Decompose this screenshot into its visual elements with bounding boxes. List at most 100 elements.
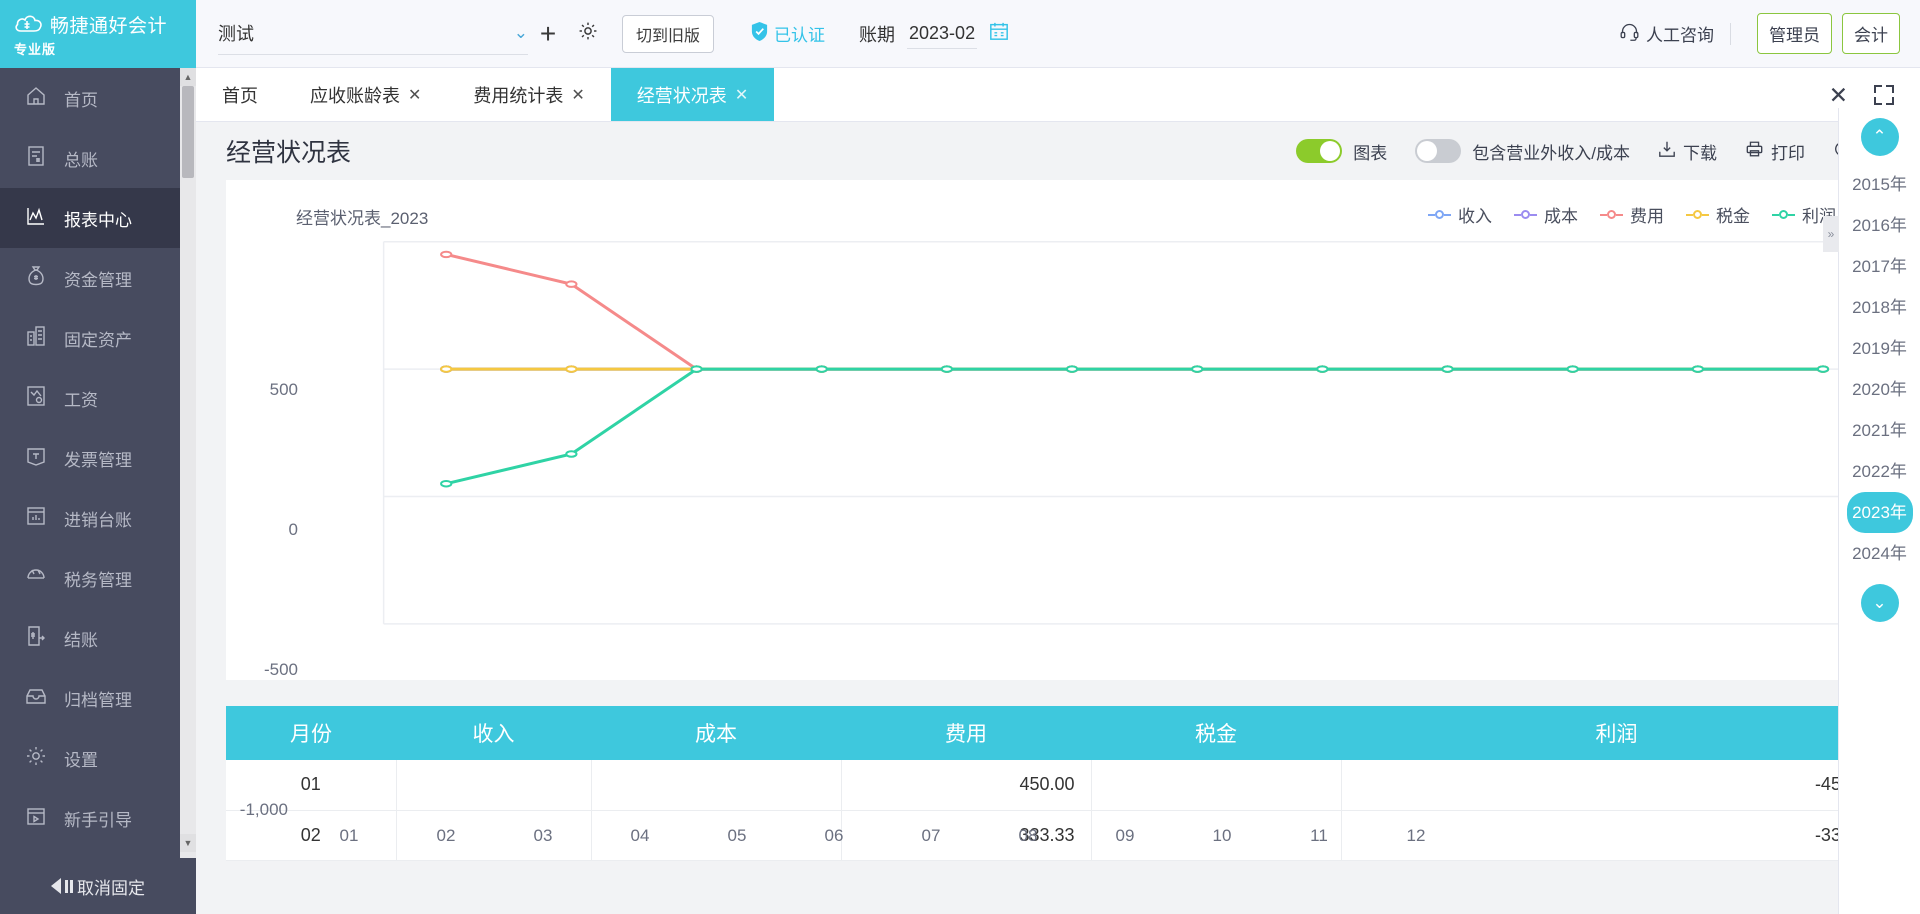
table-row[interactable]: 02 333.33 -333.33 (226, 810, 1892, 861)
table-row[interactable]: 01 450.00 -450.00 (226, 760, 1892, 811)
settings-button[interactable] (568, 14, 608, 54)
verified-status[interactable]: 已认证 (750, 21, 825, 47)
tab-receivable-aging[interactable]: 应收账龄表 ✕ (284, 68, 447, 121)
chart-svg (226, 228, 1892, 680)
pin-bars-icon (65, 879, 73, 893)
chevron-up-double-icon[interactable]: ⌃ (1860, 118, 1899, 156)
year-item[interactable]: 2024年 (1852, 544, 1907, 563)
legend-item-expense[interactable]: 费用 (1600, 202, 1664, 227)
x-tick-label: 12 (1406, 826, 1426, 845)
chart-toggle[interactable] (1296, 139, 1343, 163)
collapse-right-icon[interactable]: » (1823, 216, 1839, 252)
sidebar-item-archive[interactable]: 归档管理 (0, 668, 196, 728)
gear-icon (577, 20, 599, 47)
sidebar-item-label: 进销台账 (64, 510, 132, 530)
scroll-down-icon[interactable]: ▼ (180, 834, 196, 852)
download-button[interactable]: 下载 (1658, 139, 1717, 164)
tab-expense-statistics[interactable]: 费用统计表 ✕ (447, 68, 610, 121)
legend-item-tax[interactable]: 税金 (1686, 202, 1750, 227)
year-item[interactable]: 2017年 (1852, 257, 1907, 276)
chart-title: 经营状况表_2023 (296, 209, 429, 228)
chevron-down-double-icon[interactable]: ⌄ (1860, 584, 1899, 622)
switch-old-version-button[interactable]: 切到旧版 (622, 14, 715, 53)
tab-bar: 首页 应收账龄表 ✕ 费用统计表 ✕ 经营状况表 ✕ ✕ (196, 68, 1920, 122)
legend-marker-icon (1428, 210, 1451, 219)
year-item[interactable]: 2018年 (1852, 298, 1907, 317)
role-accountant-button[interactable]: 会计 (1842, 13, 1900, 54)
cloud-logo-icon (14, 11, 44, 37)
year-item[interactable]: 2016年 (1852, 216, 1907, 235)
period-selector[interactable]: 账期 2023-02 (859, 19, 1009, 49)
chevron-down-icon[interactable]: ⌄ (513, 23, 528, 42)
chart-report-icon (24, 204, 48, 233)
cell-expense: 450.00 (841, 760, 1092, 811)
calendar-icon[interactable] (989, 21, 1009, 46)
chart-toggle-group[interactable]: 图表 (1296, 139, 1387, 164)
headset-icon (1619, 21, 1640, 47)
print-button[interactable]: 打印 (1745, 139, 1805, 164)
scrollbar-thumb[interactable] (182, 86, 194, 178)
tab-close-icon[interactable]: ✕ (408, 86, 422, 104)
period-value[interactable]: 2023-02 (907, 19, 978, 49)
sidebar-item-label: 发票管理 (64, 450, 132, 470)
sidebar-item-invoice[interactable]: 发票管理 (0, 428, 196, 488)
collapse-arrow-icon (51, 878, 61, 894)
sidebar-item-label: 税务管理 (64, 570, 132, 590)
close-icon[interactable]: ✕ (1828, 81, 1848, 108)
top-bar: 测试 ⌄ + 切到旧版 已认证 账期 2023-02 人工咨询 (196, 0, 1920, 68)
legend-item-income[interactable]: 收入 (1428, 202, 1492, 227)
sidebar-item-fixed-assets[interactable]: 固定资产 (0, 308, 196, 368)
year-item[interactable]: 2015年 (1852, 175, 1907, 194)
fullscreen-icon[interactable] (1874, 85, 1894, 105)
sidebar-item-stock-ledger[interactable]: 进销台账 (0, 488, 196, 548)
sidebar-item-ledger[interactable]: 总账 (0, 128, 196, 188)
nonoperating-toggle-group[interactable]: 包含营业外收入/成本 (1415, 139, 1630, 164)
year-item-selected[interactable]: 2023年 (1846, 492, 1913, 533)
y-tick-label: 500 (269, 380, 298, 399)
sidebar-item-tax-management[interactable]: 税务管理 (0, 548, 196, 608)
sidebar-item-guide[interactable]: 新手引导 (0, 788, 196, 848)
support-button[interactable]: 人工咨询 (1619, 21, 1714, 47)
legend-label: 收入 (1458, 207, 1492, 226)
brand-edition: 专业版 (14, 41, 57, 57)
add-button[interactable]: + (528, 14, 568, 54)
legend-item-cost[interactable]: 成本 (1514, 202, 1578, 227)
sidebar-item-fund-management[interactable]: 资金管理 (0, 248, 196, 308)
sidebar-item-settings[interactable]: 设置 (0, 728, 196, 788)
sidebar-item-home[interactable]: 首页 (0, 68, 196, 128)
tab-operating-status[interactable]: 经营状况表 ✕ (610, 68, 775, 121)
unpin-sidebar-button[interactable]: 取消固定 (0, 858, 196, 914)
account-set-value: 测试 (218, 24, 254, 44)
sidebar-item-settle[interactable]: 结账 (0, 608, 196, 668)
cell-cost (591, 810, 842, 861)
unpin-label: 取消固定 (77, 878, 145, 898)
tab-label: 费用统计表 (473, 85, 564, 106)
gear-icon (24, 744, 48, 773)
nonoperating-toggle[interactable] (1415, 139, 1462, 163)
scroll-up-icon[interactable]: ▲ (180, 68, 196, 86)
legend-label: 税金 (1716, 207, 1750, 226)
shield-check-icon (750, 21, 769, 47)
cell-tax (1091, 810, 1342, 861)
account-set-select[interactable]: 测试 ⌄ (218, 13, 528, 55)
year-item[interactable]: 2022年 (1852, 462, 1907, 481)
y-tick-label: 0 (288, 520, 298, 539)
sidebar-item-label: 设置 (64, 750, 98, 770)
role-admin-button[interactable]: 管理员 (1757, 13, 1832, 54)
tab-home[interactable]: 首页 (196, 68, 284, 121)
sidebar-item-payroll[interactable]: 工资 (0, 368, 196, 428)
sidebar-item-report-center[interactable]: 报表中心 (0, 188, 196, 248)
sidebar-scrollbar[interactable]: ▲ ▼ (180, 68, 196, 914)
tab-close-icon[interactable]: ✕ (571, 86, 585, 104)
x-tick-label: 08 (1018, 826, 1038, 845)
verified-label: 已认证 (774, 26, 826, 45)
year-panel: » ⌃ 2015年 2016年 2017年 2018年 2019年 2020年 … (1823, 108, 1920, 914)
year-item[interactable]: 2019年 (1852, 339, 1907, 358)
year-item[interactable]: 2020年 (1852, 380, 1907, 399)
guide-video-icon (24, 804, 48, 833)
x-tick-label: 05 (727, 826, 747, 845)
print-label: 打印 (1771, 143, 1805, 163)
year-item[interactable]: 2021年 (1852, 421, 1907, 440)
tab-close-icon[interactable]: ✕ (734, 86, 749, 104)
chart-plot-area: 500 0 -500 -1,000 01 02 03 04 05 06 07 0… (226, 228, 1892, 845)
